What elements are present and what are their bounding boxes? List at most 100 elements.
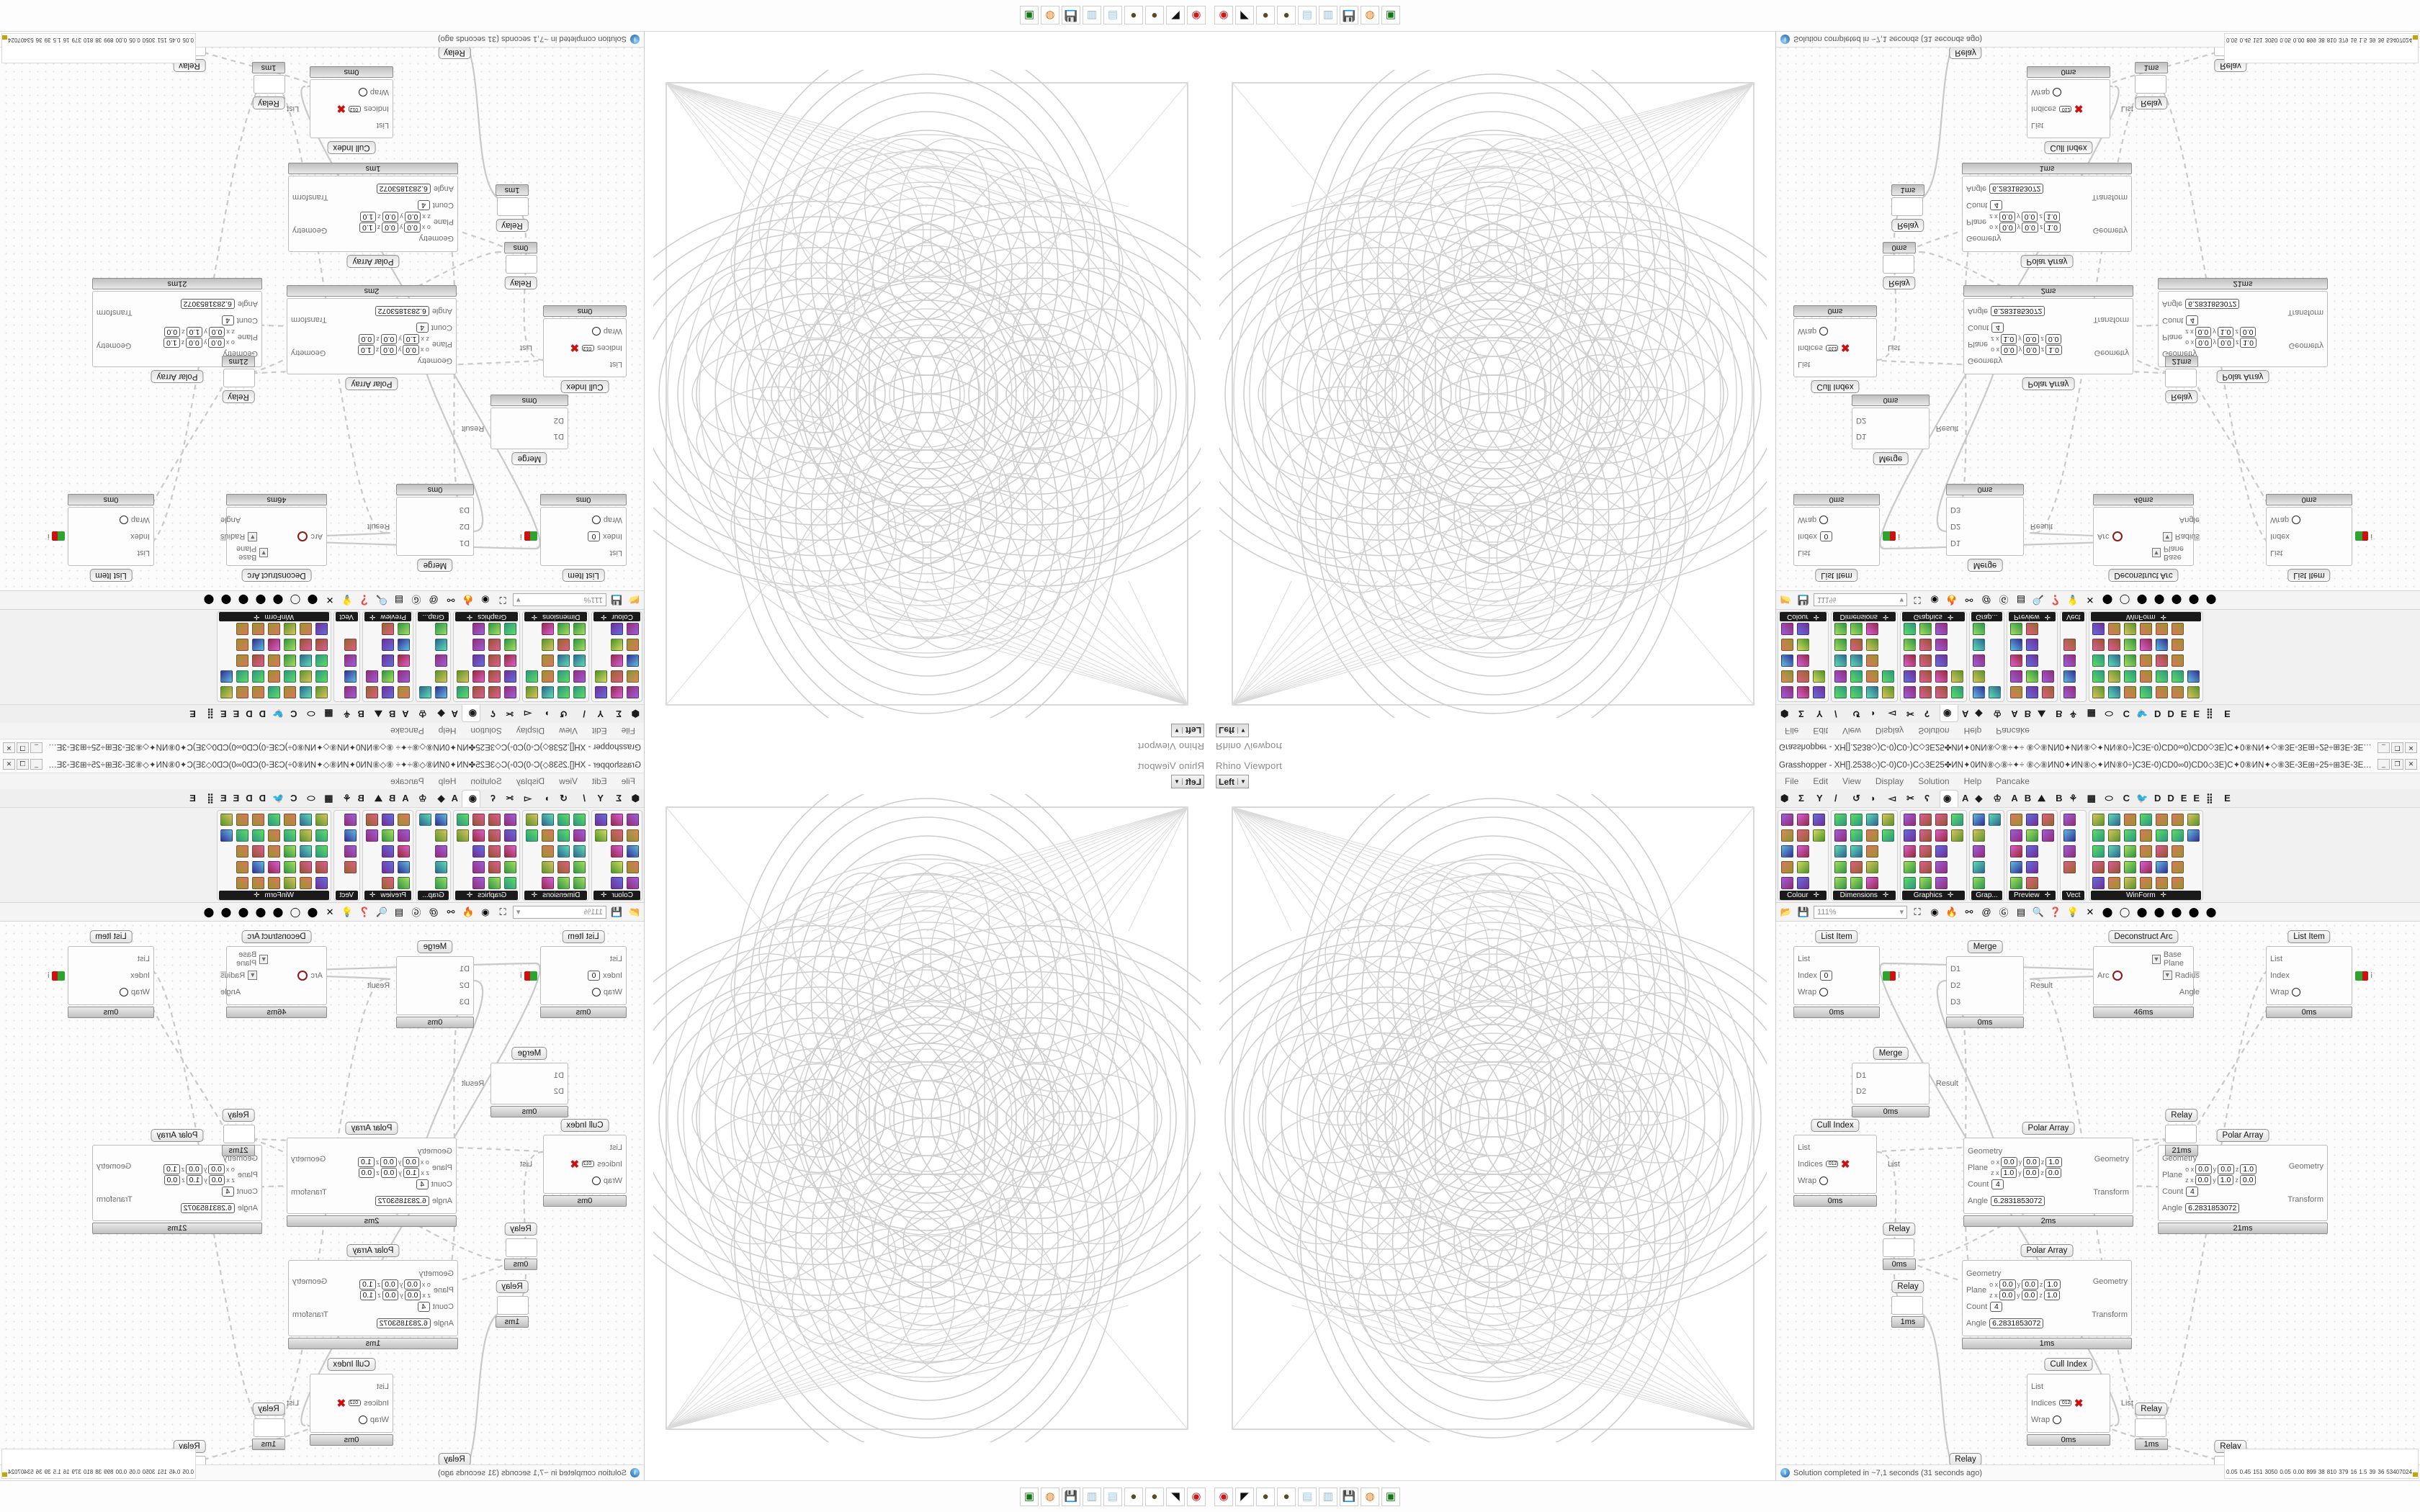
input-port[interactable]: Indices 012 ✖ [337, 1395, 393, 1411]
histogram-icon[interactable] [1987, 812, 2002, 827]
preview-eye-icon[interactable]: ◉ [481, 595, 490, 606]
input-port[interactable]: D1 [513, 1068, 568, 1084]
pie-chart-icon[interactable] [1971, 637, 1986, 652]
output-port[interactable]: Geometry [2078, 345, 2133, 361]
star-icon[interactable] [1934, 812, 1949, 827]
vector-red-icon[interactable] [2062, 669, 2077, 684]
graph-line-icon[interactable] [1971, 685, 1986, 700]
output-port[interactable]: List [2082, 1395, 2137, 1411]
tab-bird[interactable]: 🐦 [2133, 706, 2151, 723]
output-port[interactable]: List [516, 340, 571, 356]
input-port[interactable]: Count 4 [356, 198, 457, 214]
palette-icon[interactable] [2123, 653, 2138, 668]
stack-icon[interactable] [282, 685, 297, 700]
tab-curve[interactable]: ↺ [1850, 706, 1867, 723]
plane-o-component[interactable]: 0.0 [186, 338, 202, 348]
list-icon[interactable] [298, 637, 313, 652]
taskbar-grasshopper[interactable]: ◤ [1166, 1487, 1185, 1506]
pie-icon[interactable] [266, 637, 282, 652]
search-icon[interactable]: 🔍 [2032, 906, 2045, 917]
expander-icon[interactable]: ✛ [369, 891, 376, 899]
maximize-button[interactable]: ❐ [17, 742, 29, 753]
red-sphere-icon[interactable] [1780, 653, 1795, 668]
ellipse-orange-icon[interactable] [2040, 812, 2056, 827]
tab-a2[interactable]: A [2008, 790, 2020, 807]
relay-node[interactable]: Relay 21ms [222, 1109, 255, 1156]
node-body[interactable]: Geometry Plane o x 0.0 y 0.0 z 1.0 z x 1.0 y 0.0 z 0.… [1963, 298, 2133, 374]
input-port[interactable]: D2 [1947, 978, 2002, 994]
red-sphere-2-icon[interactable] [1780, 876, 1795, 891]
keypad-icon[interactable] [2091, 812, 2106, 827]
panel-icon[interactable] [298, 621, 313, 636]
frame-icon[interactable] [235, 685, 250, 700]
colour-pick-icon[interactable] [609, 621, 624, 636]
bar-dim-icon[interactable] [1849, 621, 1864, 636]
letter-a-icon[interactable] [235, 669, 250, 684]
hatch-heart-icon[interactable] [380, 653, 395, 668]
ellipse-orange-icon[interactable] [2040, 685, 2056, 700]
blackbar-icon[interactable] [1902, 621, 1917, 636]
expander-icon[interactable]: ✛ [1882, 613, 1889, 621]
tab-ellipse[interactable]: ⬭ [2102, 790, 2120, 807]
input-port[interactable]: Angle 6.2831853072 [356, 181, 457, 197]
input-port[interactable]: Count 4 [354, 320, 456, 336]
indices-value[interactable]: 012 [349, 1400, 362, 1407]
annotate-icon[interactable] [1881, 828, 1896, 843]
heart-pink-icon[interactable] [2009, 637, 2024, 652]
input-port[interactable]: Count 4 [1964, 320, 2066, 336]
list2-icon[interactable] [2170, 653, 2185, 668]
menu-item-edit[interactable]: Edit [591, 776, 607, 786]
node-body[interactable]: List Index Wrap i [48, 946, 154, 1005]
columns-icon[interactable] [282, 637, 297, 652]
node-body[interactable]: List Indices 012 ✖ Wrap List [287, 79, 393, 138]
output-port[interactable]: i [516, 968, 571, 984]
angle-value[interactable]: 6.2831853072 [1989, 1318, 2044, 1328]
taskbar-notepad-2[interactable]: ▥ [1083, 6, 1101, 25]
output-port[interactable]: Geometry [93, 1158, 148, 1174]
remove-icon[interactable]: ✖ [336, 102, 346, 115]
taskbar-rhino[interactable]: ◉ [1214, 6, 1233, 25]
graph-orange-icon[interactable] [1971, 653, 1986, 668]
merge-node-b[interactable]: Merge D1 D2 Result 0ms [462, 395, 568, 465]
sphere-green-icon[interactable]: ⬤ [238, 595, 249, 606]
frame-icon[interactable] [235, 812, 250, 827]
blackbar-icon[interactable] [1902, 876, 1917, 891]
rounded-rect-icon[interactable] [1934, 637, 1949, 652]
gradient-rect-icon[interactable] [396, 844, 411, 859]
input-port[interactable]: List [2267, 951, 2321, 967]
tab-mountain[interactable]: ⛰ [368, 706, 385, 723]
sphere-dark-icon[interactable]: ⬤ [2102, 906, 2113, 917]
tab-bird[interactable]: 🐦 [269, 790, 287, 807]
tab-bird[interactable]: 🐦 [269, 706, 287, 723]
angle-dim-icon[interactable] [572, 653, 587, 668]
plane-z-component[interactable]: 0.0 [2239, 1175, 2257, 1185]
plane-z-component[interactable]: 0.0 [1999, 1290, 2016, 1300]
taskbar-terminal[interactable]: ▣ [1020, 1487, 1039, 1506]
polar-array-node-c[interactable]: Polar Array Geometry Plane o x 0.0 y 0.0 z 1.0 z … [288, 163, 458, 268]
merge-node-a[interactable]: Merge D1 D2 D3 Result 0ms [1946, 484, 2053, 572]
half-circle-icon[interactable] [1934, 653, 1949, 668]
preview-window-icon[interactable] [2025, 621, 2040, 636]
cull-index-node[interactable]: Cull Index List Indices 012 ✖ Wrap List 0ms [1793, 305, 1900, 393]
merge-node-b[interactable]: Merge D1 D2 Result 0ms [462, 1047, 568, 1117]
box-dim-icon[interactable] [572, 876, 587, 891]
node-body[interactable]: List Index 0 Wrap i [1793, 507, 1900, 566]
column-icon[interactable] [1865, 637, 1880, 652]
plane-o-component[interactable]: 1.0 [163, 1164, 180, 1174]
node-body[interactable]: Geometry Plane o x 0.0 y 0.0 z 1.0 z x 1.0 y 0.0 z 0.… [1963, 1138, 2133, 1214]
cluster-icon[interactable]: ⚯ [447, 906, 455, 917]
input-port[interactable]: Count 4 [2159, 313, 2260, 329]
tangle-icon[interactable]: ✕ [326, 906, 334, 917]
merge-node-b[interactable]: Merge D1 D2 Result 0ms [1852, 1047, 1958, 1117]
ellipse-shade-icon[interactable] [503, 653, 518, 668]
rhino-viewport[interactable]: Rhino Viewport Left ▼ [1210, 32, 1776, 756]
graph-line-icon[interactable] [434, 812, 449, 827]
taskbar-save[interactable]: 💾 [1340, 1487, 1358, 1506]
green-gradient-icon[interactable] [1796, 669, 1811, 684]
node-body[interactable]: D1 D2 Result [462, 408, 568, 449]
tab-dots[interactable]: ⣿ [200, 790, 217, 807]
polar-array-node-c[interactable]: Polar Array Geometry Plane o x 0.0 y 0.0 z 1.0 z … [1962, 1244, 2132, 1349]
input-port[interactable]: Plane o x 0.0 y 0.0 z 1.0 z x 1.0 y 0.0 z 0.0 [354, 1157, 456, 1178]
plane-o-component[interactable]: 1.0 [2240, 338, 2257, 348]
box-dim-icon[interactable] [572, 621, 587, 636]
